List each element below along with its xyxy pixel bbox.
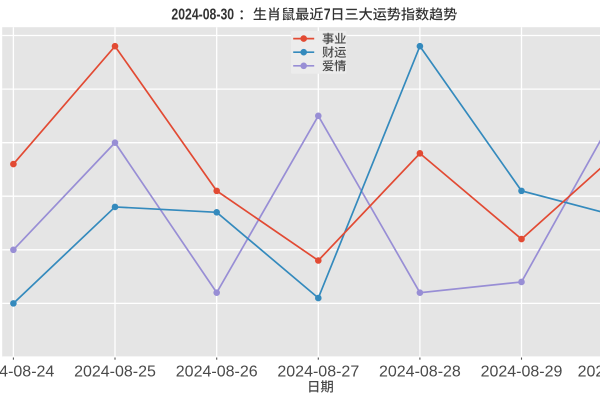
svg-text:2024-08-26: 2024-08-26 bbox=[176, 364, 258, 381]
svg-text:7: 7 bbox=[324, 6, 331, 24]
svg-text:2024-08-29: 2024-08-29 bbox=[481, 364, 563, 381]
svg-text:2024-08-30: 2024-08-30 bbox=[578, 364, 600, 381]
svg-text:2024-08-30: 2024-08-30 bbox=[171, 6, 234, 24]
svg-text:2024-08-27: 2024-08-27 bbox=[277, 364, 359, 381]
svg-text:2024-08-28: 2024-08-28 bbox=[379, 364, 461, 381]
svg-text:2024-08-25: 2024-08-25 bbox=[74, 364, 156, 381]
svg-text:2024-08-24: 2024-08-24 bbox=[0, 364, 54, 381]
